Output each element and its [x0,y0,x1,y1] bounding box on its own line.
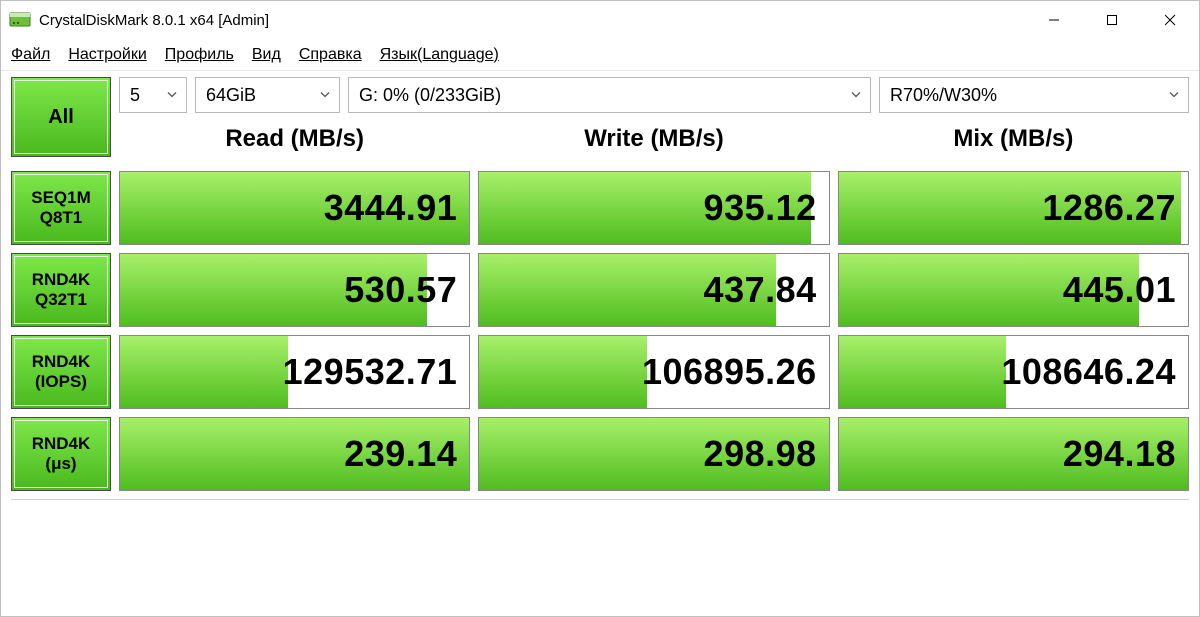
result-value: 437.84 [479,254,828,326]
column-header-write: Write (MB/s) [478,121,829,167]
window-title: CrystalDiskMark 8.0.1 x64 [Admin] [39,12,269,29]
column-header-mix: Mix (MB/s) [838,121,1189,167]
content-area: All 5 64GiB G: 0% (0/233GiB) R70%/W30% R [1,71,1199,616]
runs-value: 5 [130,85,140,106]
menu-file[interactable]: Файл [11,46,50,64]
app-window: CrystalDiskMark 8.0.1 x64 [Admin] Файл Н… [0,0,1200,617]
size-value: 64GiB [206,85,256,106]
result-value: 298.98 [479,418,828,490]
maximize-button[interactable] [1083,1,1141,39]
statusbar [11,499,1189,529]
result-cell: 437.84 [478,253,829,327]
result-value: 445.01 [839,254,1188,326]
result-value: 3444.91 [120,172,469,244]
result-value: 935.12 [479,172,828,244]
result-cell: 106895.26 [478,335,829,409]
result-cell: 935.12 [478,171,829,245]
result-cell: 445.01 [838,253,1189,327]
menu-profile[interactable]: Профиль [165,46,234,64]
test-button-rnd4k-q32t1[interactable]: RND4KQ32T1 [11,253,111,327]
result-cell: 239.14 [119,417,470,491]
test-button-rnd4k-us[interactable]: RND4K(μs) [11,417,111,491]
menu-view[interactable]: Вид [252,46,281,64]
size-select[interactable]: 64GiB [195,77,340,113]
close-button[interactable] [1141,1,1199,39]
titlebar: CrystalDiskMark 8.0.1 x64 [Admin] [1,1,1199,39]
test-button-rnd4k-iops[interactable]: RND4K(IOPS) [11,335,111,409]
result-value: 129532.71 [120,336,469,408]
result-cell: 1286.27 [838,171,1189,245]
menu-settings[interactable]: Настройки [68,46,146,64]
result-cell: 530.57 [119,253,470,327]
result-value: 108646.24 [839,336,1188,408]
result-value: 106895.26 [479,336,828,408]
chevron-down-icon [1168,85,1180,106]
chevron-down-icon [319,85,331,106]
result-value: 530.57 [120,254,469,326]
result-cell: 298.98 [478,417,829,491]
result-cell: 108646.24 [838,335,1189,409]
result-cell: 3444.91 [119,171,470,245]
result-cell: 129532.71 [119,335,470,409]
chevron-down-icon [850,85,862,106]
column-header-read: Read (MB/s) [119,121,470,167]
result-value: 294.18 [839,418,1188,490]
menu-language[interactable]: Язык(Language) [380,46,499,64]
profile-select[interactable]: R70%/W30% [879,77,1189,113]
results-grid: SEQ1MQ8T1 3444.91 935.12 1286.27 RND4KQ3… [11,171,1189,491]
menubar: Файл Настройки Профиль Вид Справка Язык(… [1,39,1199,71]
minimize-button[interactable] [1025,1,1083,39]
app-icon [9,9,31,31]
result-cell: 294.18 [838,417,1189,491]
drive-value: G: 0% (0/233GiB) [359,85,501,106]
runs-select[interactable]: 5 [119,77,187,113]
test-button-seq1m-q8t1[interactable]: SEQ1MQ8T1 [11,171,111,245]
result-value: 1286.27 [839,172,1188,244]
result-value: 239.14 [120,418,469,490]
drive-select[interactable]: G: 0% (0/233GiB) [348,77,871,113]
profile-value: R70%/W30% [890,85,997,106]
chevron-down-icon [166,85,178,106]
all-button[interactable]: All [11,77,111,157]
menu-help[interactable]: Справка [299,46,362,64]
